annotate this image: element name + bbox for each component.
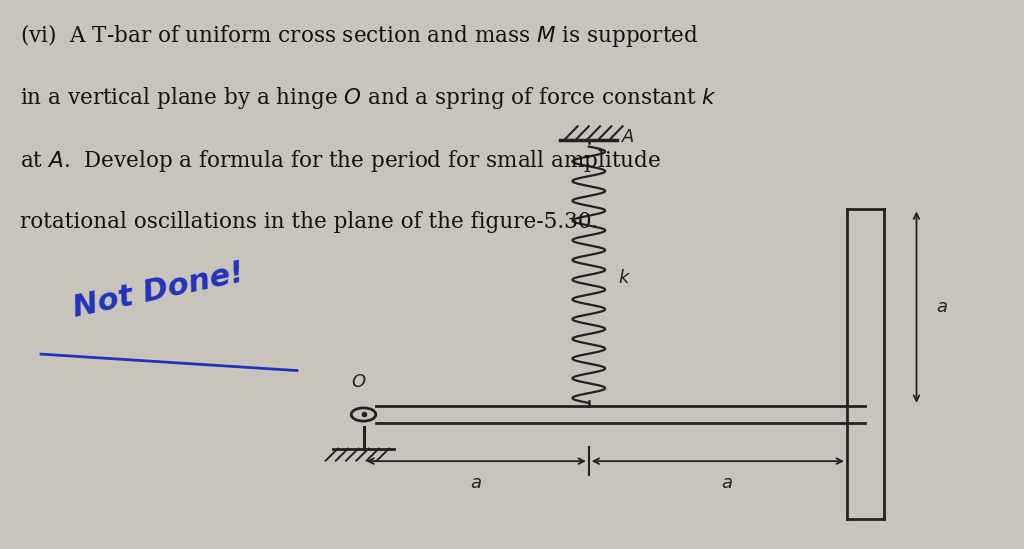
Text: at $A$.  Develop a formula for the period for small amplitude: at $A$. Develop a formula for the period… <box>20 148 662 174</box>
Text: $A$: $A$ <box>621 128 635 146</box>
Text: $a$: $a$ <box>936 298 948 316</box>
Text: $O$: $O$ <box>350 373 367 390</box>
Text: $a$: $a$ <box>470 474 482 492</box>
Text: rotational oscillations in the plane of the figure-5.30.: rotational oscillations in the plane of … <box>20 211 599 233</box>
Text: $k$: $k$ <box>618 270 631 287</box>
Text: Not Done!: Not Done! <box>71 259 247 323</box>
Text: (vi)  A T-bar of uniform cross section and mass $M$ is supported: (vi) A T-bar of uniform cross section an… <box>20 22 699 49</box>
Text: $a$: $a$ <box>721 474 733 492</box>
Text: in a vertical plane by a hinge $O$ and a spring of force constant $k$: in a vertical plane by a hinge $O$ and a… <box>20 85 718 111</box>
